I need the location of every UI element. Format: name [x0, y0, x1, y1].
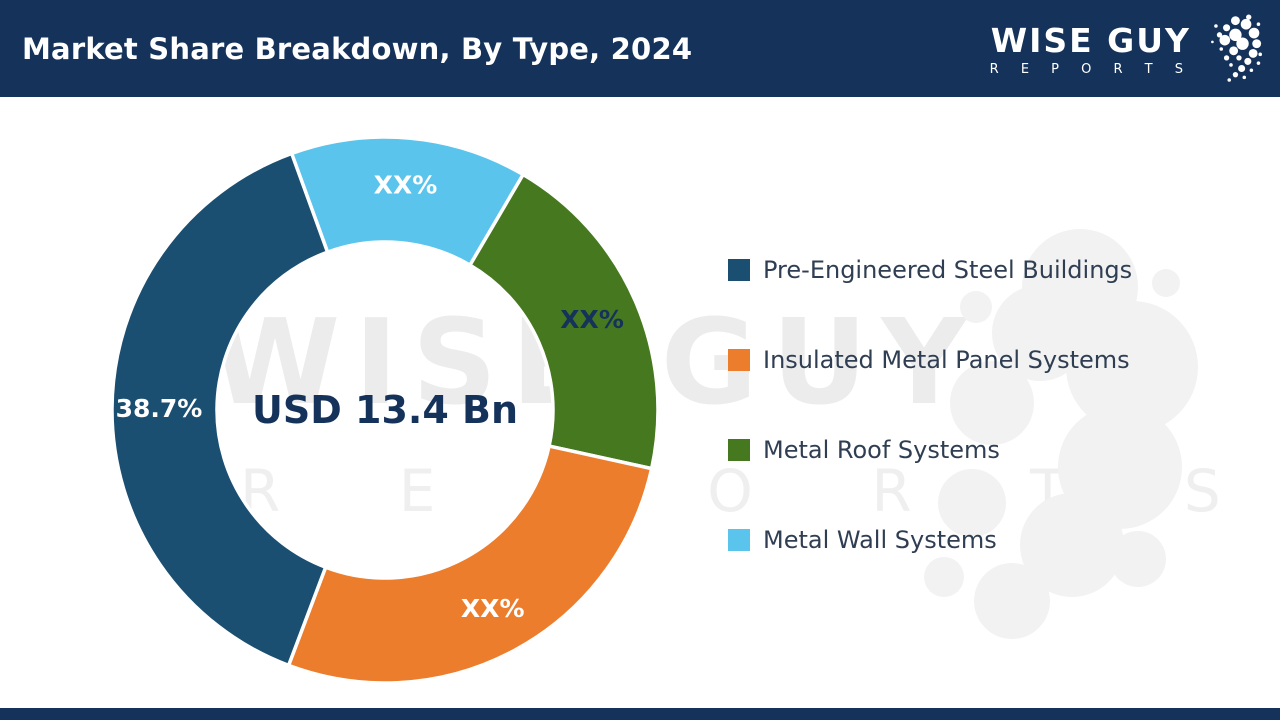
segment-value-label: 38.7% — [116, 394, 203, 423]
donut-center-label: USD 13.4 Bn — [252, 388, 518, 432]
legend-label: Insulated Metal Panel Systems — [763, 346, 1130, 374]
page-title: Market Share Breakdown, By Type, 2024 — [22, 31, 693, 66]
legend-swatch — [728, 349, 750, 371]
logo-head-icon — [1211, 13, 1262, 82]
legend-swatch — [728, 259, 750, 281]
legend-label: Pre-Engineered Steel Buildings — [763, 256, 1133, 284]
legend-swatch — [728, 439, 750, 461]
legend-label: Metal Roof Systems — [763, 436, 1000, 464]
logo-subtitle: R E P O R T S — [989, 61, 1192, 77]
segment-value-label: XX% — [560, 305, 624, 334]
chart-area: WISE GUY R E P O R T S XX% XX% XX% 38.7% USD… — [0, 97, 1280, 708]
donut-segment[interactable] — [468, 172, 660, 471]
donut-chart: XX% XX% XX% 38.7% USD 13.4 Bn — [110, 135, 660, 685]
legend: Pre-Engineered Steel Buildings Insulated … — [728, 255, 1132, 555]
segment-value-label: XX% — [461, 594, 525, 623]
wise-guy-reports-logo: WISE GUY R E P O R T S — [990, 9, 1262, 89]
legend-swatch — [728, 529, 750, 551]
logo-text: WISE GUY R E P O R T S — [990, 21, 1192, 77]
legend-item[interactable]: Pre-Engineered Steel Buildings — [728, 255, 1132, 285]
legend-item[interactable]: Metal Wall Systems — [728, 525, 1132, 555]
legend-label: Metal Wall Systems — [763, 526, 997, 554]
donut-segment[interactable] — [110, 151, 330, 668]
legend-item[interactable]: Metal Roof Systems — [728, 435, 1132, 465]
segment-value-label: XX% — [374, 170, 438, 199]
donut-segment[interactable] — [286, 444, 654, 685]
footer-bar — [0, 708, 1280, 720]
logo-wordmark: WISE GUY — [990, 20, 1191, 60]
header: Market Share Breakdown, By Type, 2024 WI… — [0, 0, 1280, 97]
watermark-head-icon — [924, 229, 1198, 639]
legend-item[interactable]: Insulated Metal Panel Systems — [728, 345, 1132, 375]
